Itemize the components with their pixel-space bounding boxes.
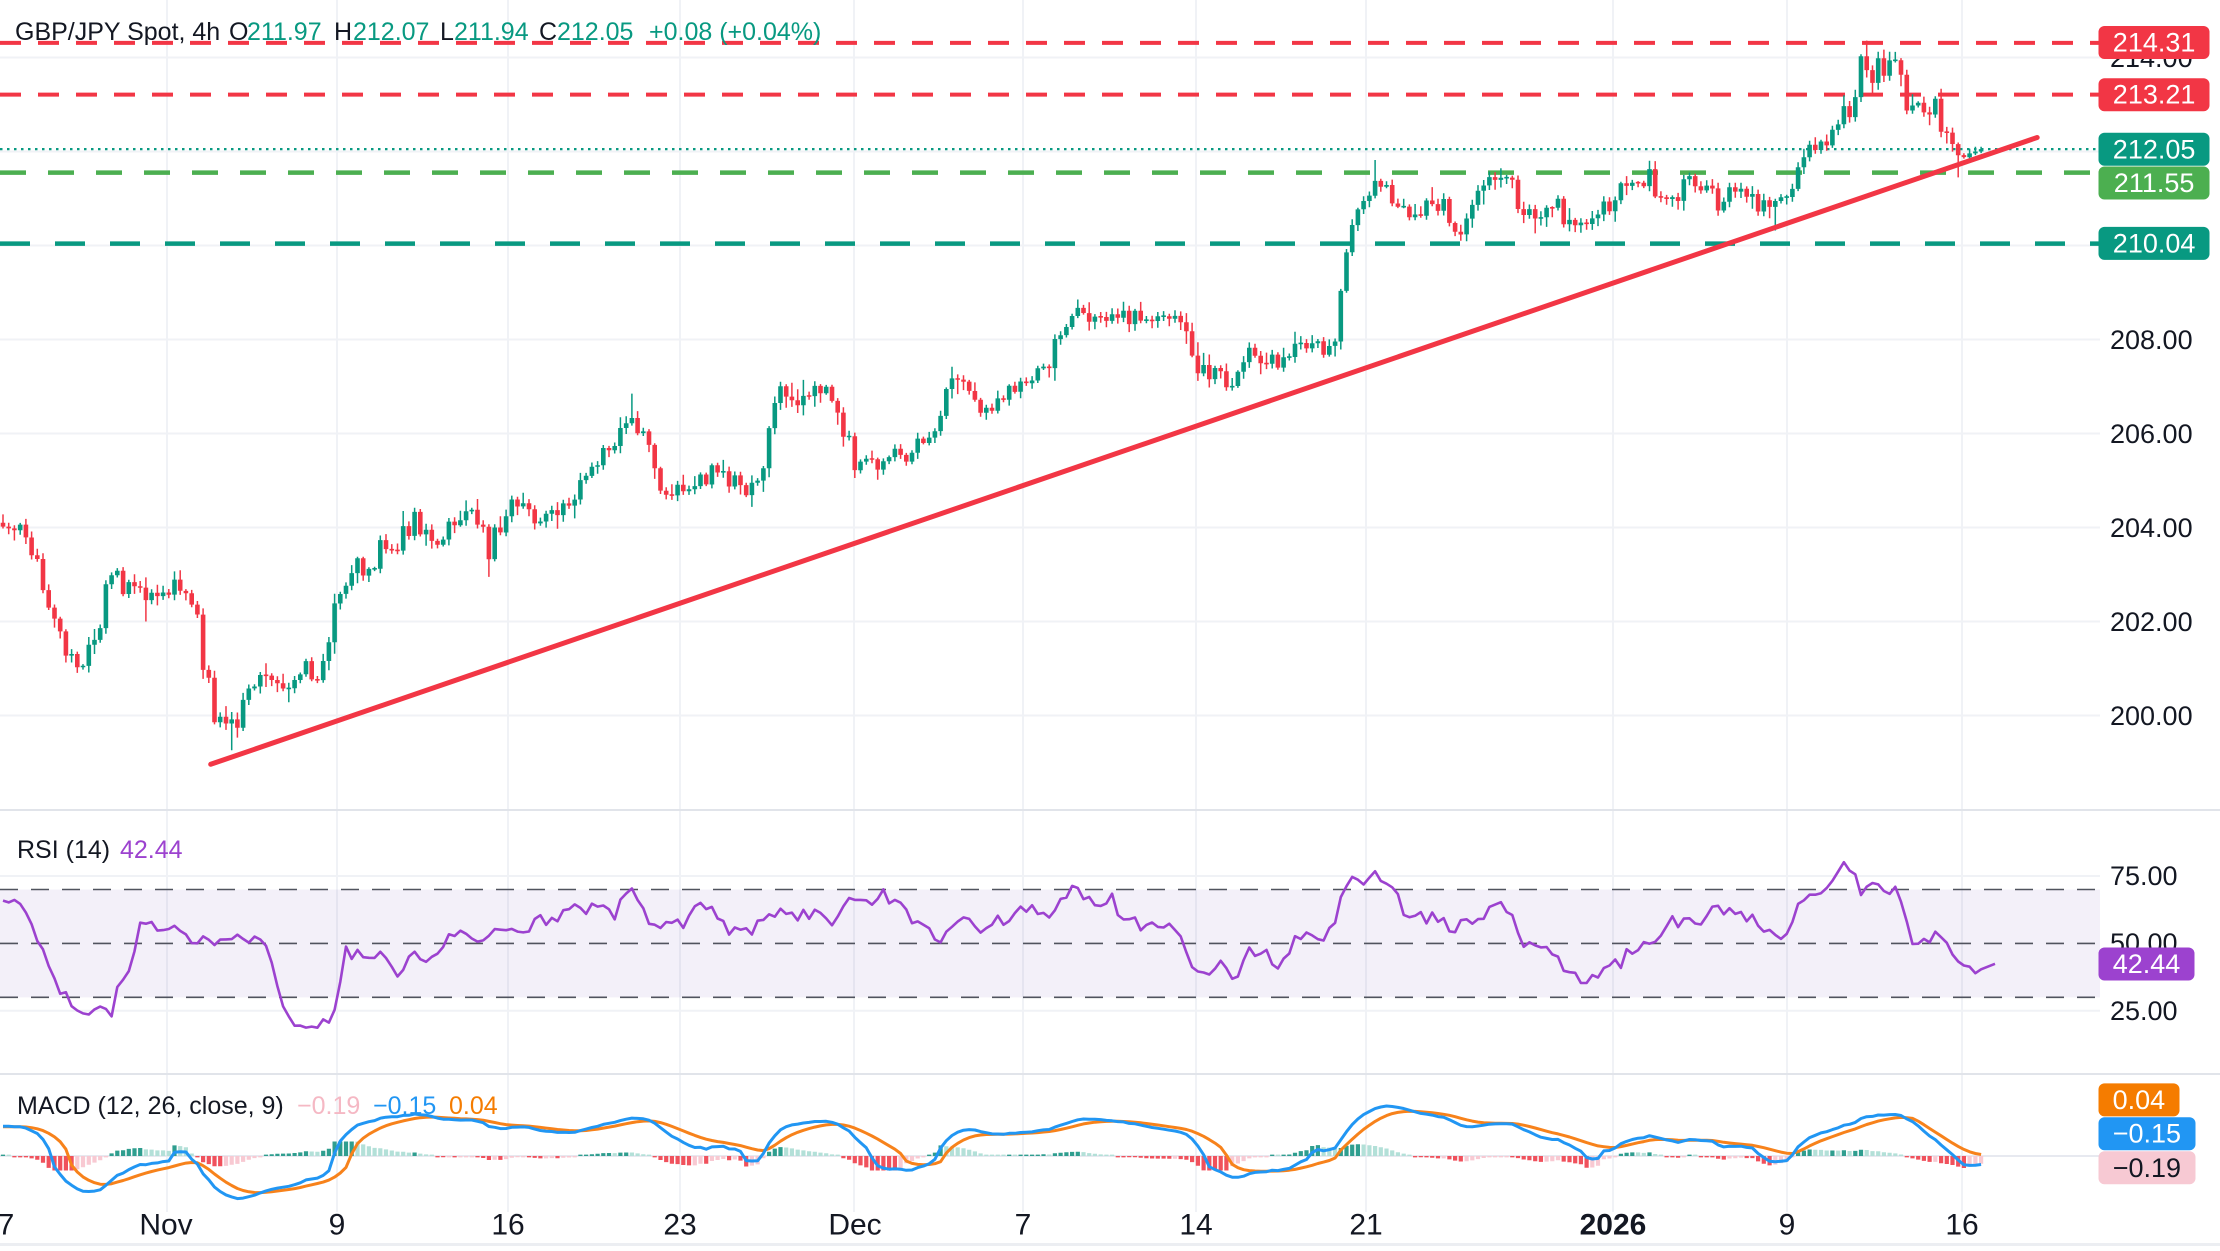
svg-text:0.04: 0.04 (2113, 1085, 2166, 1115)
svg-text:212.05: 212.05 (2113, 134, 2196, 164)
svg-text:16: 16 (491, 1209, 524, 1242)
svg-text:208.00: 208.00 (2110, 325, 2193, 355)
svg-text:MACD (12, 26, close, 9)−0.19−0: MACD (12, 26, close, 9) −0.19 −0.15 0.04 (17, 1092, 498, 1120)
svg-text:23: 23 (663, 1209, 696, 1242)
svg-text:75.00: 75.00 (2110, 861, 2178, 891)
svg-text:Nov: Nov (139, 1209, 192, 1242)
svg-text:42.44: 42.44 (2113, 949, 2181, 979)
svg-text:200.00: 200.00 (2110, 701, 2193, 731)
svg-text:202.00: 202.00 (2110, 607, 2193, 637)
svg-text:213.21: 213.21 (2113, 80, 2196, 110)
svg-text:9: 9 (1779, 1209, 1796, 1242)
svg-text:9: 9 (329, 1209, 346, 1242)
svg-text:211.55: 211.55 (2114, 168, 2195, 198)
svg-text:2026: 2026 (1580, 1209, 1647, 1242)
svg-text:210.04: 210.04 (2113, 228, 2196, 258)
svg-text:204.00: 204.00 (2110, 513, 2193, 543)
svg-text:RSI (14)42.44: RSI (14) 42.44 (17, 836, 183, 864)
svg-text:16: 16 (1945, 1209, 1978, 1242)
svg-text:7: 7 (1015, 1209, 1032, 1242)
svg-text:Dec: Dec (828, 1209, 881, 1242)
svg-text:206.00: 206.00 (2110, 419, 2193, 449)
svg-text:−0.19: −0.19 (2113, 1153, 2181, 1183)
svg-text:214.31: 214.31 (2113, 28, 2196, 58)
svg-text:7: 7 (0, 1209, 14, 1242)
svg-text:21: 21 (1349, 1209, 1382, 1242)
svg-text:25.00: 25.00 (2110, 996, 2178, 1026)
svg-text:−0.15: −0.15 (2113, 1119, 2181, 1149)
svg-text:14: 14 (1179, 1209, 1212, 1242)
